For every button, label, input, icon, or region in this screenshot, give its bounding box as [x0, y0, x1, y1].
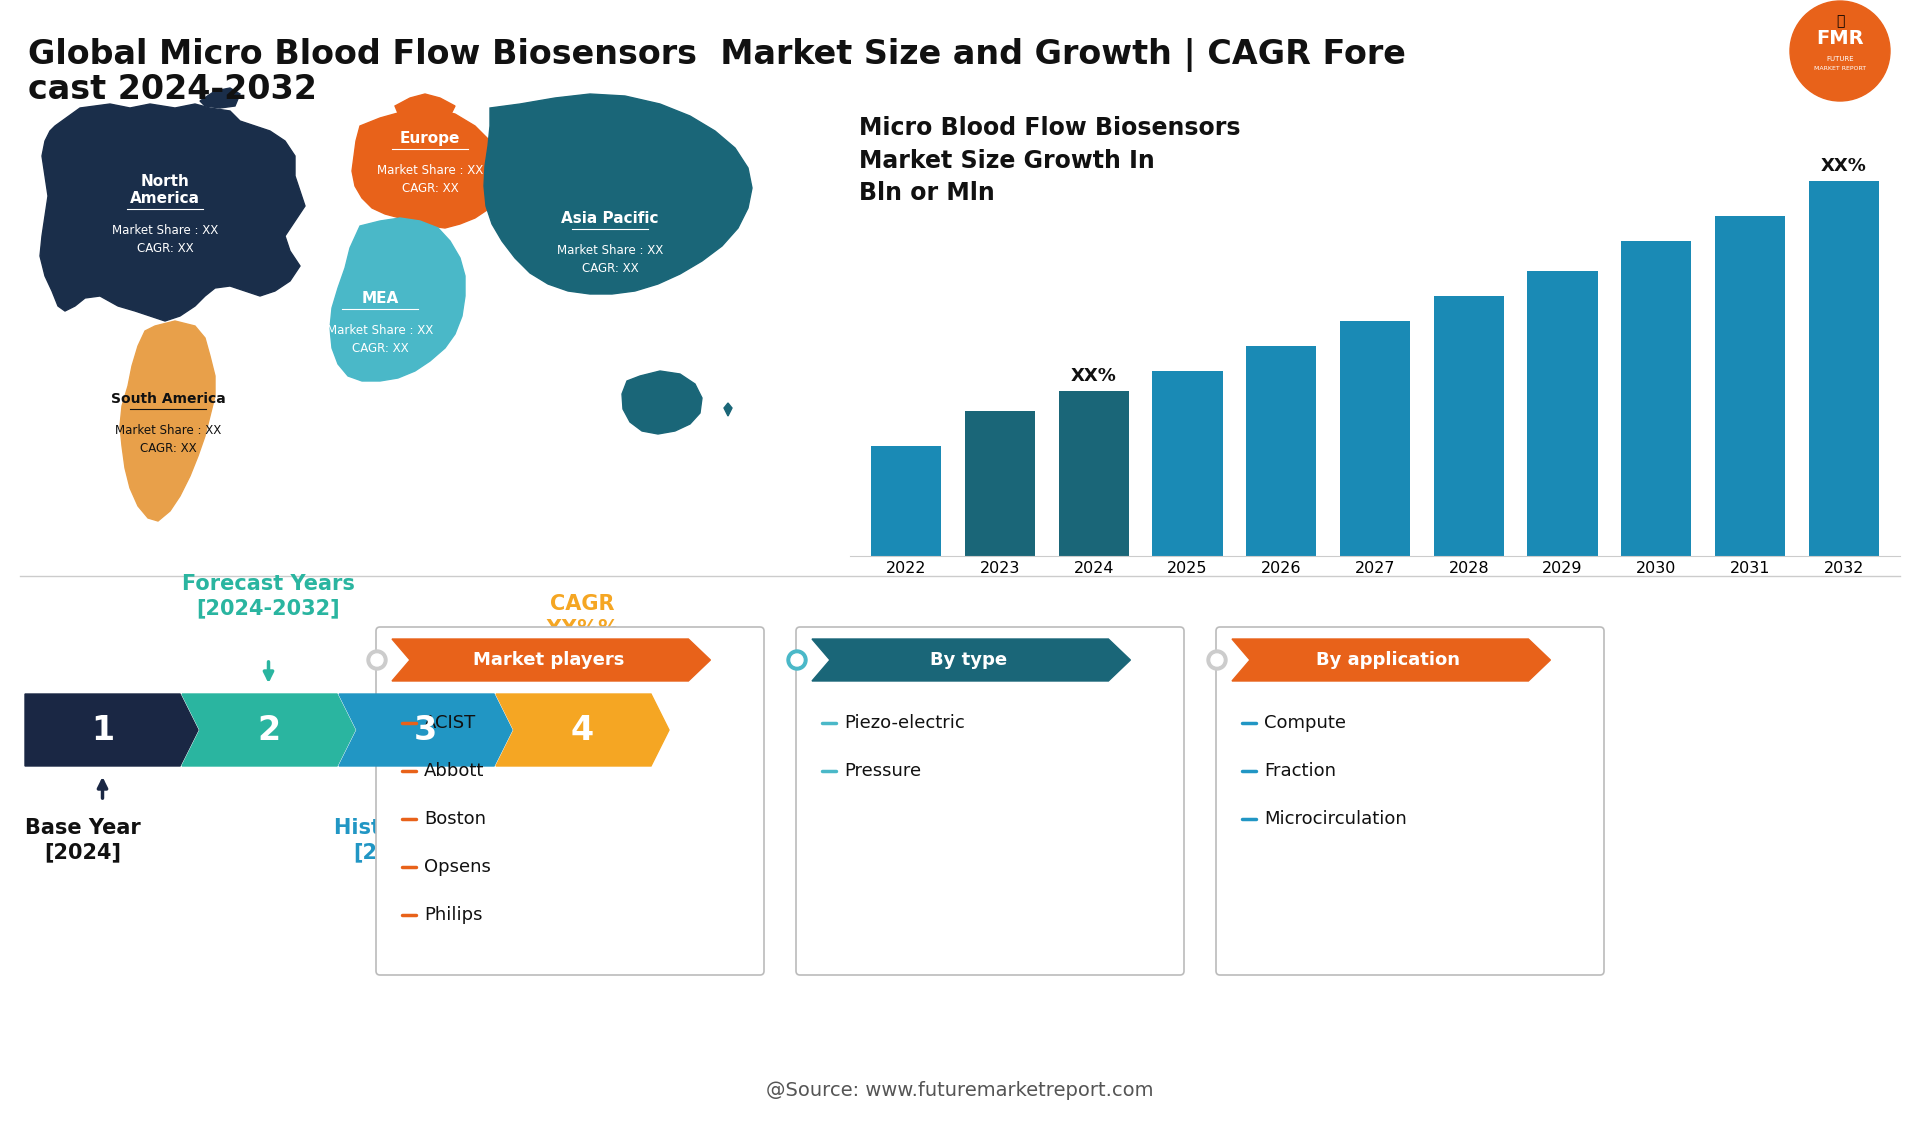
Polygon shape	[484, 94, 753, 295]
Bar	[1715, 215, 1786, 556]
Text: By type: By type	[929, 651, 1006, 669]
Polygon shape	[200, 88, 240, 108]
Bar	[1809, 181, 1880, 556]
Text: Market Share : XX
CAGR: XX: Market Share : XX CAGR: XX	[557, 244, 662, 275]
Bar	[1152, 371, 1223, 556]
Circle shape	[371, 654, 382, 666]
Text: Market Size Growth In: Market Size Growth In	[860, 149, 1156, 173]
Text: @Source: www.futuremarketreport.com: @Source: www.futuremarketreport.com	[766, 1082, 1154, 1100]
FancyBboxPatch shape	[797, 627, 1185, 975]
Text: Market Share : XX
CAGR: XX: Market Share : XX CAGR: XX	[111, 223, 219, 256]
Polygon shape	[392, 639, 710, 681]
Text: MEA: MEA	[361, 291, 399, 306]
Text: cast 2024-2032: cast 2024-2032	[29, 73, 317, 105]
Text: Base Year
[2024]: Base Year [2024]	[25, 818, 140, 863]
Text: Fraction: Fraction	[1263, 762, 1336, 780]
Polygon shape	[396, 94, 455, 121]
Polygon shape	[25, 694, 198, 766]
Text: Micro Blood Flow Biosensors: Micro Blood Flow Biosensors	[860, 116, 1240, 140]
Text: CAGR
XX%%: CAGR XX%%	[545, 594, 620, 638]
Text: 3: 3	[415, 714, 438, 746]
Polygon shape	[812, 639, 1131, 681]
Text: ACIST: ACIST	[424, 714, 476, 732]
Text: Market Share : XX
CAGR: XX: Market Share : XX CAGR: XX	[376, 164, 484, 195]
Text: South America: South America	[111, 392, 225, 406]
Bar	[1526, 270, 1597, 556]
Circle shape	[791, 654, 803, 666]
Text: Europe: Europe	[399, 131, 461, 146]
Text: Forecast Years
[2024-2032]: Forecast Years [2024-2032]	[182, 574, 355, 619]
Bar	[1340, 321, 1409, 556]
Text: XX%: XX%	[1071, 367, 1117, 385]
Text: Abbott: Abbott	[424, 762, 484, 780]
Text: Compute: Compute	[1263, 714, 1346, 732]
Circle shape	[1789, 1, 1889, 101]
Text: Opsens: Opsens	[424, 858, 492, 876]
Text: Market Share : XX
CAGR: XX: Market Share : XX CAGR: XX	[115, 424, 221, 455]
Circle shape	[367, 650, 388, 670]
Polygon shape	[1233, 639, 1551, 681]
Text: 1: 1	[90, 714, 113, 746]
Polygon shape	[351, 108, 501, 228]
Circle shape	[1208, 650, 1227, 670]
Text: Market Share : XX
CAGR: XX: Market Share : XX CAGR: XX	[326, 324, 434, 355]
Bar	[1434, 296, 1503, 556]
Polygon shape	[40, 104, 305, 321]
Polygon shape	[119, 321, 215, 521]
Circle shape	[1212, 654, 1223, 666]
Bar	[872, 446, 941, 556]
Text: 🏃: 🏃	[1836, 14, 1845, 28]
Text: Microcirculation: Microcirculation	[1263, 810, 1407, 829]
Bar	[966, 411, 1035, 556]
Polygon shape	[340, 694, 513, 766]
Text: Piezo-electric: Piezo-electric	[845, 714, 964, 732]
Bar	[1246, 346, 1317, 556]
Polygon shape	[495, 694, 668, 766]
Bar	[1620, 241, 1692, 556]
Bar	[1058, 391, 1129, 556]
Text: Pressure: Pressure	[845, 762, 922, 780]
Text: FUTURE: FUTURE	[1826, 56, 1855, 62]
Text: Asia Pacific: Asia Pacific	[561, 211, 659, 226]
Text: XX%: XX%	[1820, 157, 1866, 175]
Polygon shape	[622, 371, 703, 434]
Text: Global Micro Blood Flow Biosensors  Market Size and Growth | CAGR Fore: Global Micro Blood Flow Biosensors Marke…	[29, 38, 1405, 72]
Text: By application: By application	[1317, 651, 1461, 669]
Text: Market players: Market players	[472, 651, 624, 669]
Text: Boston: Boston	[424, 810, 486, 829]
Text: Philips: Philips	[424, 906, 482, 924]
Text: FMR: FMR	[1816, 30, 1864, 48]
Text: 4: 4	[570, 714, 593, 746]
Polygon shape	[330, 218, 465, 380]
Text: Historical Years
[2018-2023]: Historical Years [2018-2023]	[334, 818, 518, 863]
Text: Bln or Mln: Bln or Mln	[860, 181, 995, 205]
Text: 2: 2	[257, 714, 280, 746]
Text: North
America: North America	[131, 173, 200, 206]
FancyBboxPatch shape	[1215, 627, 1603, 975]
Circle shape	[787, 650, 806, 670]
Polygon shape	[182, 694, 355, 766]
Polygon shape	[724, 403, 732, 416]
Text: MARKET REPORT: MARKET REPORT	[1814, 66, 1866, 71]
FancyBboxPatch shape	[376, 627, 764, 975]
